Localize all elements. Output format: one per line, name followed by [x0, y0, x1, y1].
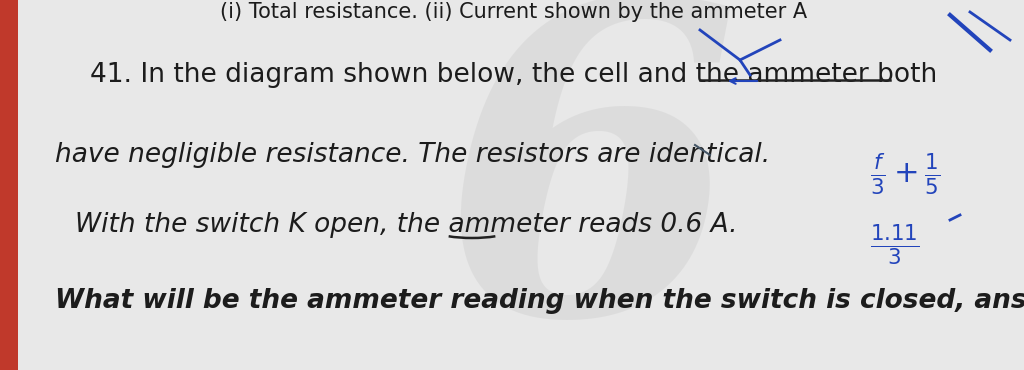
Text: (i) Total resistance. (ii) Current shown by the ammeter A: (i) Total resistance. (ii) Current shown… — [220, 2, 807, 22]
FancyBboxPatch shape — [0, 0, 18, 370]
Text: 41. In the diagram shown below, the cell and the ammeter both: 41. In the diagram shown below, the cell… — [90, 62, 937, 88]
Text: What will be the ammeter reading when the switch is closed, ans-: What will be the ammeter reading when th… — [55, 288, 1024, 314]
Text: With the switch K open, the ammeter reads 0.6 A.: With the switch K open, the ammeter read… — [75, 212, 737, 238]
Text: have negligible resistance. The resistors are identical.: have negligible resistance. The resistor… — [55, 142, 770, 168]
Text: 6: 6 — [440, 0, 739, 370]
Text: $\frac{1.11}{3}$: $\frac{1.11}{3}$ — [870, 222, 920, 268]
Text: $\frac{f}{3}+\frac{1}{5}$: $\frac{f}{3}+\frac{1}{5}$ — [870, 152, 940, 197]
